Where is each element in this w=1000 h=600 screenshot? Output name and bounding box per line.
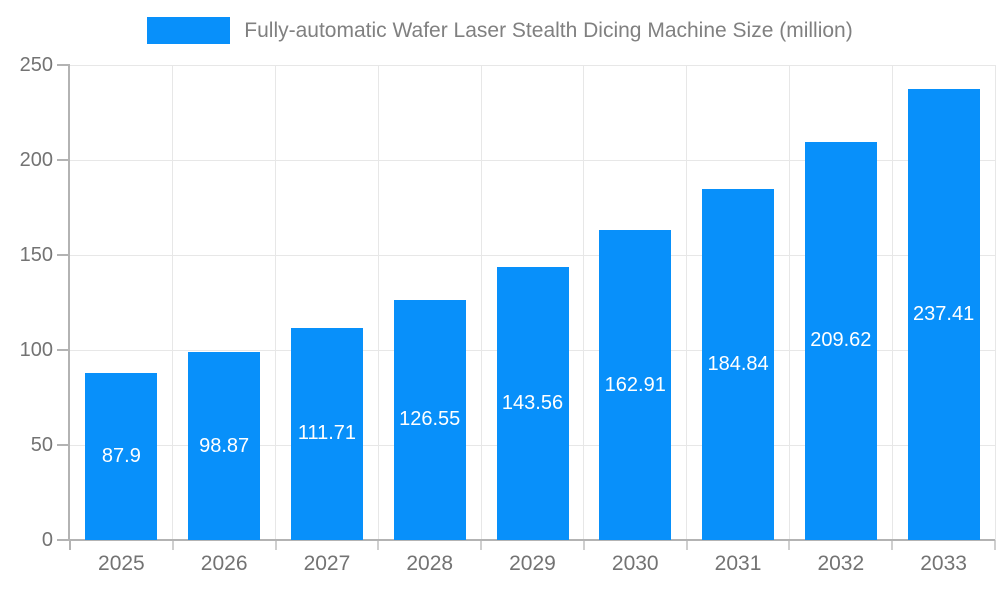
x-axis-tick [582, 540, 585, 550]
x-gridline [788, 65, 790, 540]
x-gridline [994, 65, 996, 540]
y-axis-tick [57, 64, 70, 66]
y-axis-label: 0 [41, 529, 53, 551]
bar-2031: 184.84 [702, 188, 775, 540]
x-gridline [686, 65, 688, 540]
y-axis-tick [57, 444, 70, 446]
x-gridline [377, 65, 379, 540]
bar-2027: 111.71 [290, 327, 363, 540]
y-axis-tick [57, 349, 70, 351]
bar-value-label: 126.55 [399, 408, 461, 431]
y-axis-line [68, 65, 70, 540]
x-axis-tick [994, 540, 996, 550]
x-axis-tick [69, 540, 71, 550]
bar-value-label: 111.71 [297, 422, 357, 445]
bar-value-label: 87.9 [101, 444, 141, 467]
bar-value-label: 237.41 [913, 302, 975, 325]
x-axis-label: 2025 [98, 552, 145, 575]
y-gridline [70, 64, 995, 66]
bar-value-label: 162.91 [604, 373, 666, 396]
y-axis-label: 150 [19, 244, 53, 266]
legend-label: Fully-automatic Wafer Laser Stealth Dici… [244, 19, 853, 42]
y-axis-tick [57, 159, 70, 161]
bar-2032: 209.62 [804, 141, 877, 540]
legend-swatch [147, 17, 231, 44]
x-gridline [275, 65, 277, 540]
bar-value-label: 209.62 [810, 329, 872, 352]
x-gridline [480, 65, 482, 540]
x-axis-tick [788, 540, 791, 550]
x-gridline [172, 65, 174, 540]
bar-2028: 126.55 [393, 299, 466, 540]
x-axis-label: 2030 [611, 552, 659, 575]
bar-2033: 237.41 [907, 88, 980, 540]
x-axis-label: 2033 [920, 552, 967, 575]
y-axis-label: 100 [19, 339, 53, 361]
bar-value-label: 98.87 [199, 434, 250, 457]
bar-value-label: 143.56 [501, 392, 564, 415]
x-axis-label: 2031 [714, 552, 762, 575]
x-axis-label: 2026 [200, 552, 248, 575]
y-gridline [70, 254, 995, 256]
x-axis-tick [171, 540, 174, 550]
bar-value-label: 184.84 [707, 352, 769, 375]
y-axis-label: 200 [19, 149, 53, 171]
x-axis-tick [274, 540, 277, 550]
bar-2025: 87.9 [85, 372, 158, 540]
bar-2026: 98.87 [188, 352, 261, 540]
x-axis-label: 2028 [406, 552, 454, 575]
x-axis-tick [891, 540, 894, 550]
legend[interactable]: Fully-automatic Wafer Laser Stealth Dici… [0, 17, 1000, 44]
y-axis-label: 250 [19, 54, 53, 76]
x-axis-tick [480, 540, 483, 550]
x-axis-tick [377, 540, 380, 550]
y-axis-label: 50 [30, 434, 53, 456]
y-gridline [70, 159, 995, 161]
x-axis-label: 2029 [509, 552, 556, 575]
y-axis-tick [57, 539, 70, 541]
x-gridline [583, 65, 585, 540]
bar-2029: 143.56 [496, 267, 569, 540]
y-axis-tick [57, 254, 70, 256]
x-axis-tick [685, 540, 688, 550]
bar-2030: 162.91 [599, 230, 672, 540]
x-gridline [891, 65, 893, 540]
x-axis-label: 2032 [817, 552, 865, 575]
x-axis-label: 2027 [303, 552, 351, 575]
x-axis-line [70, 539, 995, 541]
